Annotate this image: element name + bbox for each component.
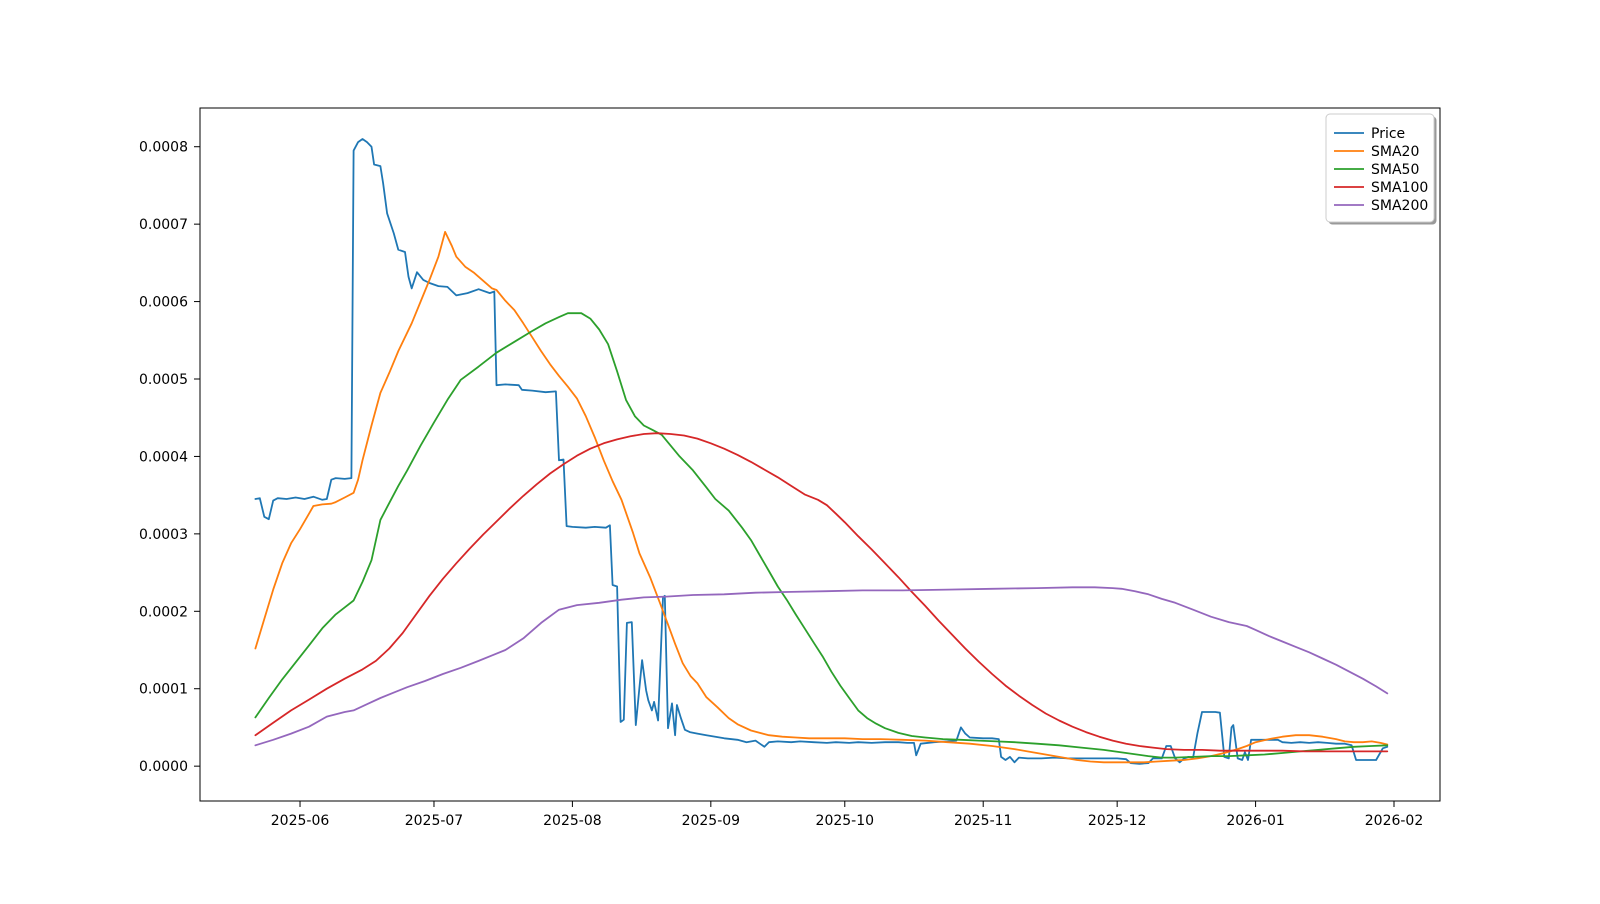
legend-label-sma50: SMA50: [1371, 162, 1419, 178]
x-axis-tick-label: 2025-06: [271, 813, 330, 829]
y-axis-tick-label: 0.0007: [139, 217, 188, 233]
legend-label-sma200: SMA200: [1371, 198, 1428, 214]
x-axis-tick-label: 2026-02: [1365, 813, 1424, 829]
sma20-line: [254, 230, 1389, 764]
legend-label-price: Price: [1371, 126, 1405, 142]
x-axis-tick-label: 2025-07: [405, 813, 464, 829]
sma200-line: [254, 586, 1389, 747]
y-axis-tick-label: 0.0006: [139, 295, 188, 311]
y-axis-tick-label: 0.0002: [139, 604, 188, 620]
x-axis-tick-label: 2026-01: [1226, 813, 1285, 829]
y-axis-tick-label: 0.0003: [139, 527, 188, 543]
legend-label-sma100: SMA100: [1371, 180, 1428, 196]
y-axis-tick-label: 0.0008: [139, 140, 188, 156]
price-line: [254, 138, 1389, 765]
legend-box: [1325, 113, 1435, 223]
plot-area: [199, 107, 1441, 802]
sma100-line: [254, 432, 1389, 753]
x-axis-tick-label: 2025-11: [954, 813, 1013, 829]
legend-label-sma20: SMA20: [1371, 144, 1419, 160]
y-axis-tick-label: 0.0001: [139, 682, 188, 698]
x-axis-tick-label: 2025-12: [1088, 813, 1147, 829]
y-axis-tick-label: 0.0005: [139, 372, 188, 388]
sma50-line: [254, 312, 1389, 759]
x-axis-tick-label: 2025-10: [816, 813, 875, 829]
y-axis-tick-label: 0.0004: [139, 449, 188, 465]
x-axis-tick-label: 2025-09: [682, 813, 741, 829]
x-axis-tick-label: 2025-08: [543, 813, 602, 829]
y-axis-tick-label: 0.0000: [139, 759, 188, 775]
